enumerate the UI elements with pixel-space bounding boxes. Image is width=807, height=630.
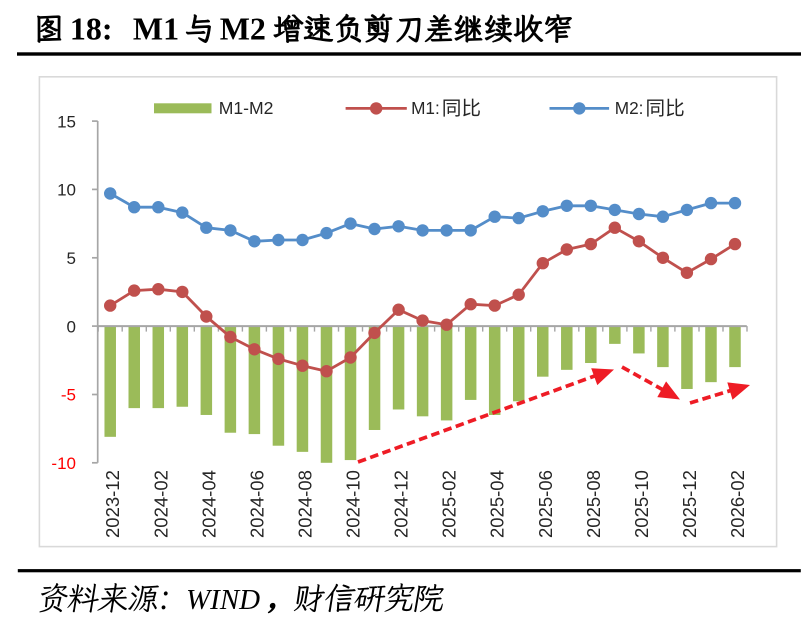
svg-text:2024-12: 2024-12 bbox=[391, 470, 412, 538]
svg-text:M2: M2 bbox=[220, 10, 266, 46]
svg-text:M2:: M2: bbox=[615, 98, 644, 118]
svg-text:M1: M1 bbox=[133, 10, 179, 46]
svg-text:2025-08: 2025-08 bbox=[583, 470, 604, 538]
svg-text:5: 5 bbox=[67, 249, 76, 268]
svg-text:2025-06: 2025-06 bbox=[535, 470, 556, 538]
svg-text:M1:: M1: bbox=[411, 98, 440, 118]
svg-text:2025-04: 2025-04 bbox=[487, 470, 508, 538]
svg-text:15: 15 bbox=[57, 112, 76, 131]
svg-text:2024-06: 2024-06 bbox=[246, 470, 267, 538]
svg-text:2025-10: 2025-10 bbox=[631, 470, 652, 538]
svg-text:2024-02: 2024-02 bbox=[150, 470, 171, 538]
svg-text:2023-12: 2023-12 bbox=[102, 470, 123, 538]
svg-text:2025-12: 2025-12 bbox=[679, 470, 700, 538]
svg-text:2025-02: 2025-02 bbox=[439, 470, 460, 538]
svg-text:0: 0 bbox=[67, 317, 76, 336]
svg-text:M1-M2: M1-M2 bbox=[219, 98, 274, 118]
svg-text:10: 10 bbox=[57, 181, 76, 200]
svg-text:WIND: WIND bbox=[186, 584, 260, 616]
svg-text:-10: -10 bbox=[51, 454, 76, 473]
svg-text:2026-02: 2026-02 bbox=[727, 470, 748, 538]
svg-text:18:: 18: bbox=[70, 10, 113, 46]
svg-text:2024-04: 2024-04 bbox=[198, 470, 219, 538]
svg-text:-5: -5 bbox=[61, 386, 76, 405]
svg-text:2024-08: 2024-08 bbox=[295, 470, 316, 538]
svg-text:2024-10: 2024-10 bbox=[343, 470, 364, 538]
